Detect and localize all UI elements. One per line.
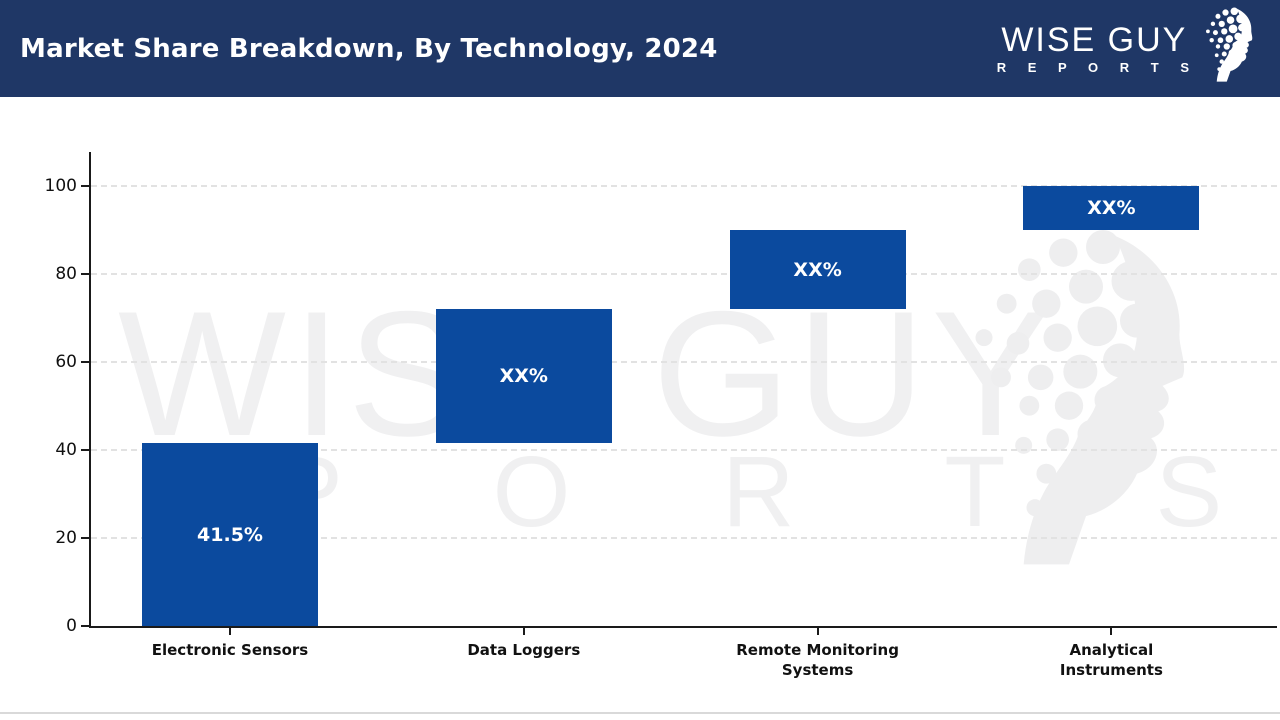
logo-wordmark: WISE GUY R E P O R T S <box>991 23 1198 75</box>
bar-value-label: XX% <box>793 258 842 281</box>
header-bar: Market Share Breakdown, By Technology, 2… <box>0 0 1280 97</box>
y-tick-label: 100 <box>44 176 77 196</box>
x-category-line: Instruments <box>1059 661 1163 680</box>
y-tick-mark <box>81 361 89 363</box>
x-category-line: Analytical <box>1069 641 1154 659</box>
page-title: Market Share Breakdown, By Technology, 2… <box>20 33 718 64</box>
wiseguy-head-logo-icon <box>1206 7 1253 82</box>
y-tick-mark <box>81 273 89 275</box>
logo-wordmark-line1: WISE GUY <box>1001 20 1188 59</box>
x-category-label: Analytical Instruments <box>996 640 1226 681</box>
x-category-line: Systems <box>781 661 854 680</box>
y-tick-label: 40 <box>55 440 77 460</box>
bar-value-label: 41.5% <box>197 523 263 546</box>
gridline <box>91 361 1277 363</box>
y-tick-label: 80 <box>55 264 77 284</box>
wise-guy-reports-logo: WISE GUY R E P O R T S <box>991 0 1262 97</box>
x-tick-mark <box>816 628 819 635</box>
bar-value-label: XX% <box>499 365 548 388</box>
x-tick-mark <box>522 628 525 635</box>
x-tick-mark <box>229 628 231 635</box>
bar-segment: 41.5% <box>142 443 318 626</box>
y-tick-mark <box>81 449 89 451</box>
y-tick-label: 20 <box>55 528 77 548</box>
watermark-head-icon <box>975 230 1185 565</box>
watermark-ports-text: P O R T S <box>276 436 1280 548</box>
y-tick-mark <box>81 537 89 539</box>
x-category-line: Data Loggers <box>467 641 581 659</box>
x-category-label: Remote Monitoring Systems <box>703 640 933 681</box>
gridline <box>91 185 1277 187</box>
y-tick-mark <box>81 625 89 627</box>
y-tick-label: 0 <box>66 616 77 636</box>
logo-wordmark-line2: R E P O R T S <box>996 59 1198 75</box>
gridline <box>91 273 1277 275</box>
x-axis-line <box>89 626 1277 628</box>
y-tick-label: 60 <box>55 352 77 372</box>
bar-segment: XX% <box>729 230 906 310</box>
x-category-line: Electronic Sensors <box>151 641 309 659</box>
gridline <box>91 449 1277 451</box>
y-axis-line <box>89 152 91 628</box>
gridline <box>91 537 1277 539</box>
bar-value-label: XX% <box>1087 197 1136 219</box>
y-tick-mark <box>81 185 89 187</box>
bar-segment: XX% <box>1023 186 1200 230</box>
x-category-label: Electronic Sensors <box>115 640 345 660</box>
x-category-label: Data Loggers <box>409 640 639 660</box>
bar-segment: XX% <box>435 309 612 444</box>
x-category-line: Remote Monitoring <box>736 641 899 659</box>
x-tick-mark <box>1110 628 1113 635</box>
footer-divider <box>0 712 1280 714</box>
